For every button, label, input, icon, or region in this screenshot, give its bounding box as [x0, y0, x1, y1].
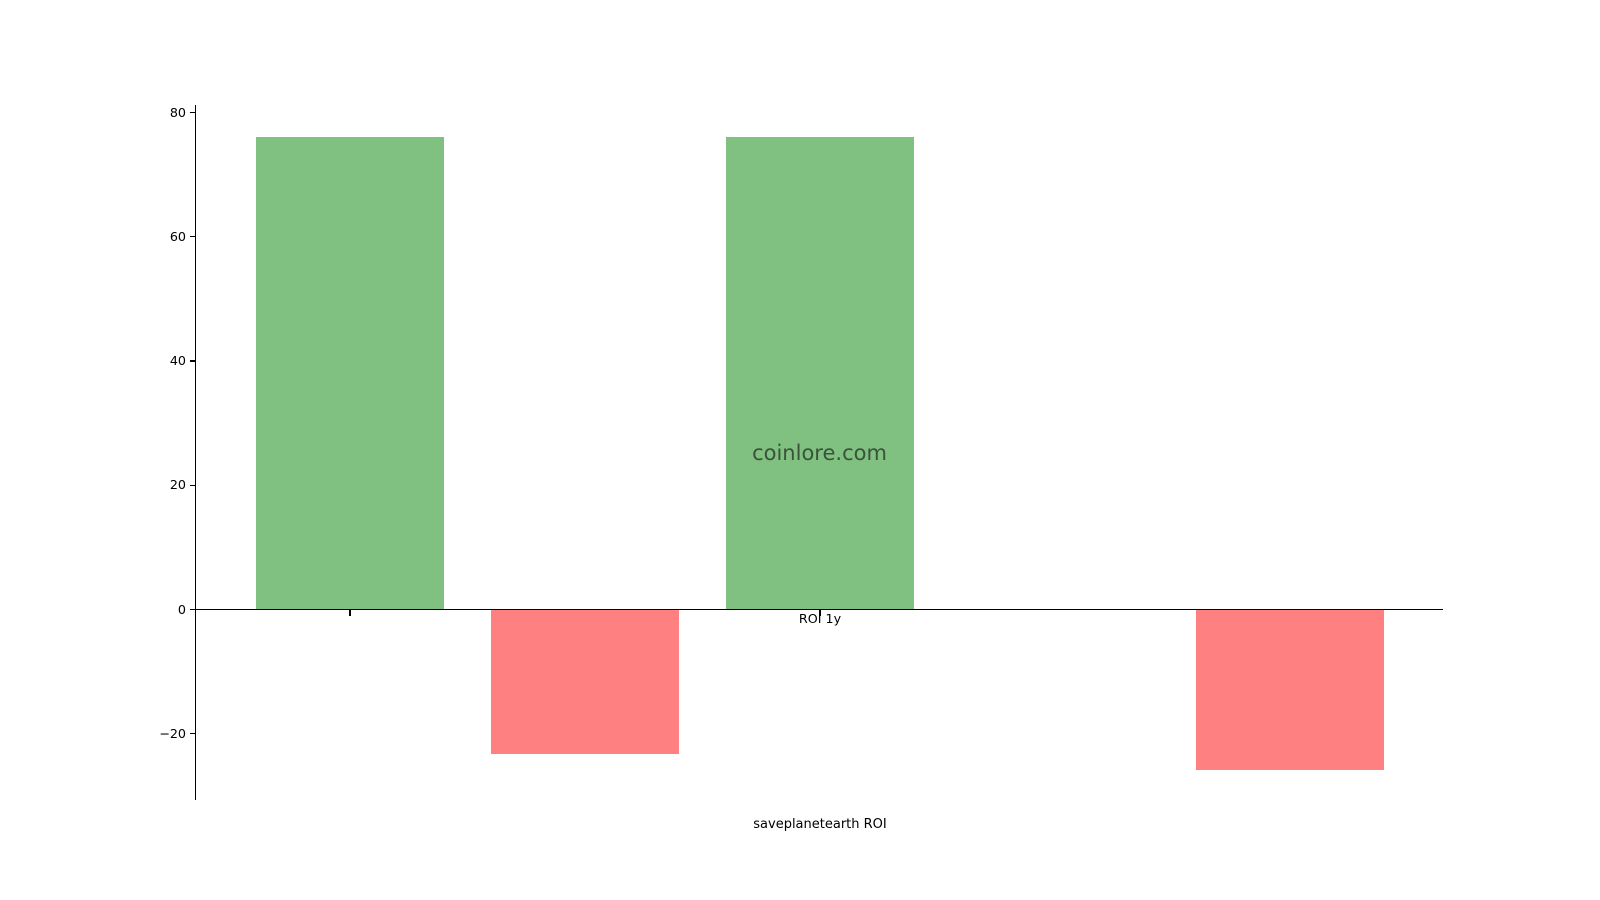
y-tick-mark [189, 236, 196, 238]
bar-category-1 [491, 609, 679, 755]
y-tick-mark [189, 733, 196, 735]
bar-roi-1y [726, 137, 914, 610]
watermark-text: coinlore.com [752, 440, 887, 465]
bar-category-0 [256, 137, 444, 610]
y-tick-label: 40 [169, 353, 186, 368]
x-tick-label: ROI 1y [798, 610, 842, 626]
y-axis-spine [195, 105, 197, 800]
y-tick-mark [189, 111, 196, 114]
y-tick-label: 0 [177, 601, 186, 617]
y-tick-label: 20 [169, 477, 186, 493]
y-tick-mark [189, 608, 196, 611]
y-tick-mark [189, 484, 196, 486]
x-axis-title: saveplanetearth ROI [753, 817, 887, 832]
bar-category-4 [1196, 609, 1384, 770]
y-tick-mark [189, 360, 196, 362]
x-tick-mark [819, 609, 821, 616]
y-tick-label: −20 [159, 725, 186, 741]
x-tick-mark [349, 609, 351, 616]
y-tick-label: 60 [169, 228, 186, 244]
y-tick-label: 80 [169, 104, 186, 120]
x-axis-zero-line [196, 608, 1443, 611]
